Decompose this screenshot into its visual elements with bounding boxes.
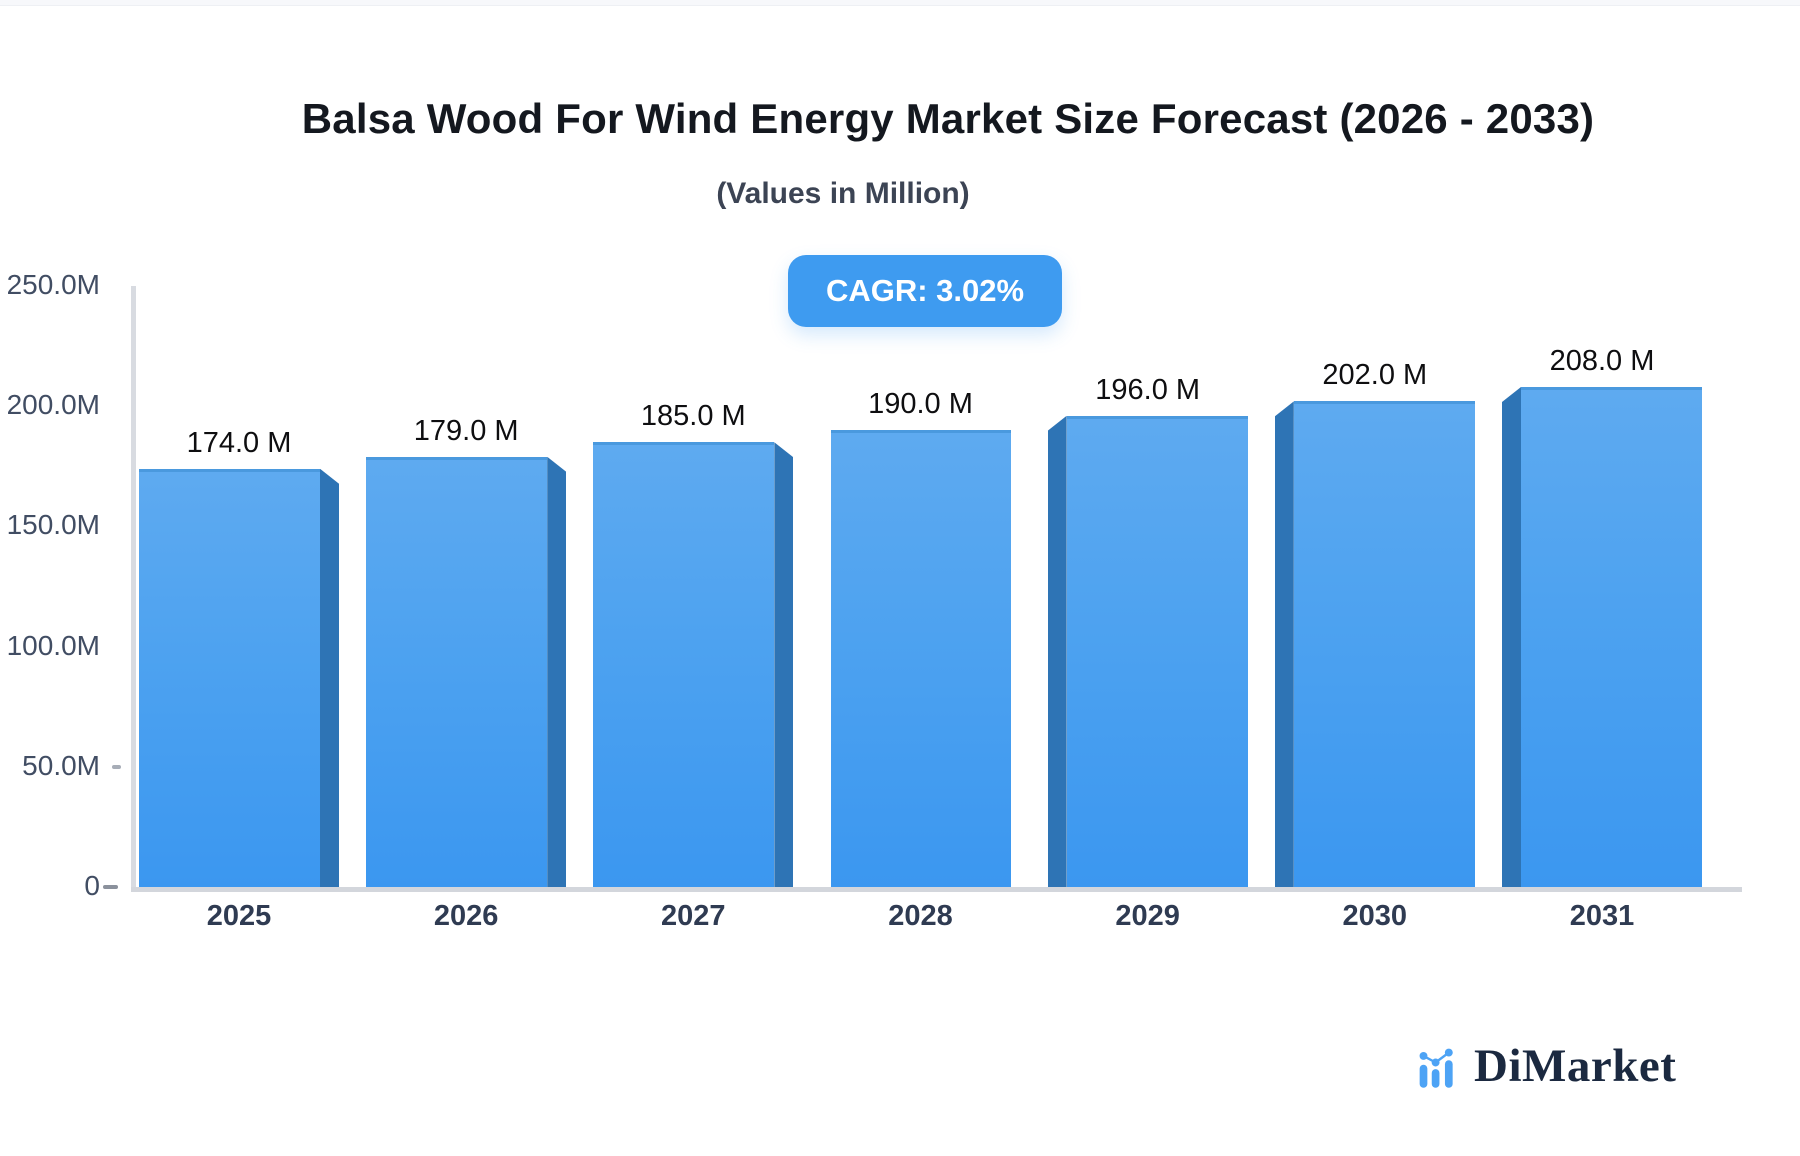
x-axis-label: 2029 [1115,899,1180,932]
cagr-badge-label: CAGR: 3.02% [825,273,1025,308]
bar-group-2025: 174.0 M 2025 [139,427,339,932]
bar-group-2028: 190.0 M 2028 [821,388,1021,932]
cagr-badge: CAGR: 3.02% [788,255,1062,327]
bar-side-panel [1274,401,1294,887]
x-axis-label: 2030 [1342,899,1408,932]
bar-value-label: 196.0 M [1095,373,1201,406]
x-axis-baseline [131,887,1742,892]
bar-value-label: 202.0 M [1322,359,1428,392]
bar-group-2027: 185.0 M 2027 [593,400,794,932]
bar-value-label: 185.0 M [640,400,746,433]
x-axis-label: 2026 [433,899,499,932]
logo-text: DiMarket [1474,1039,1677,1092]
bar-2028[interactable] [830,430,1011,887]
bar-side-panel [774,442,794,887]
bar-value-label: 174.0 M [186,426,292,459]
bar-side-panel [1047,415,1067,887]
bar-value-label: 208.0 M [1549,345,1655,377]
y-axis-label: 0 [84,870,100,901]
x-axis-label: 2027 [661,899,726,932]
bar-2029[interactable] [1066,415,1248,887]
x-axis-label: 2028 [888,899,953,932]
page-subtitle: (Values in Million) [716,177,970,210]
bar-chart-trend-logo-icon [1419,1048,1453,1088]
page-title: Balsa Wood For Wind Energy Market Size F… [301,95,1595,142]
bar-group-2030: 202.0 M 2030 [1274,359,1475,932]
bar-2027[interactable] [593,442,775,887]
bar-2030[interactable] [1293,401,1475,887]
bar-group-2029: 196.0 M 2029 [1047,374,1248,932]
x-axis-label: 2025 [206,899,272,932]
y-axis-label: 150.0M [6,509,100,541]
bar-side-panel [547,456,567,887]
bar-value-label: 190.0 M [868,388,973,421]
y-axis-label: 100.0M [6,629,100,661]
dimarket-logo: DiMarket [1418,1042,1676,1094]
bar-group-2031: 208.0 M 2031 [1502,345,1702,932]
bar-side-panel [320,468,339,887]
bar-2026[interactable] [366,456,548,887]
y-axis-label: 200.0M [6,389,100,421]
bar-group-2026: 179.0 M 2026 [366,415,567,932]
y-axis-label: 250.0M [6,269,100,300]
top-strip [0,0,1800,6]
bar-side-panel [1502,387,1521,887]
y-axis-label: 50.0M [22,749,100,781]
y-axis-line [131,286,136,887]
bar-2031[interactable] [1521,387,1702,887]
y-tick-mark [103,885,118,889]
y-tick-mark [112,764,121,769]
x-axis-label: 2031 [1569,900,1635,932]
bar-value-label: 179.0 M [413,414,519,447]
bar-2025[interactable] [139,468,320,887]
